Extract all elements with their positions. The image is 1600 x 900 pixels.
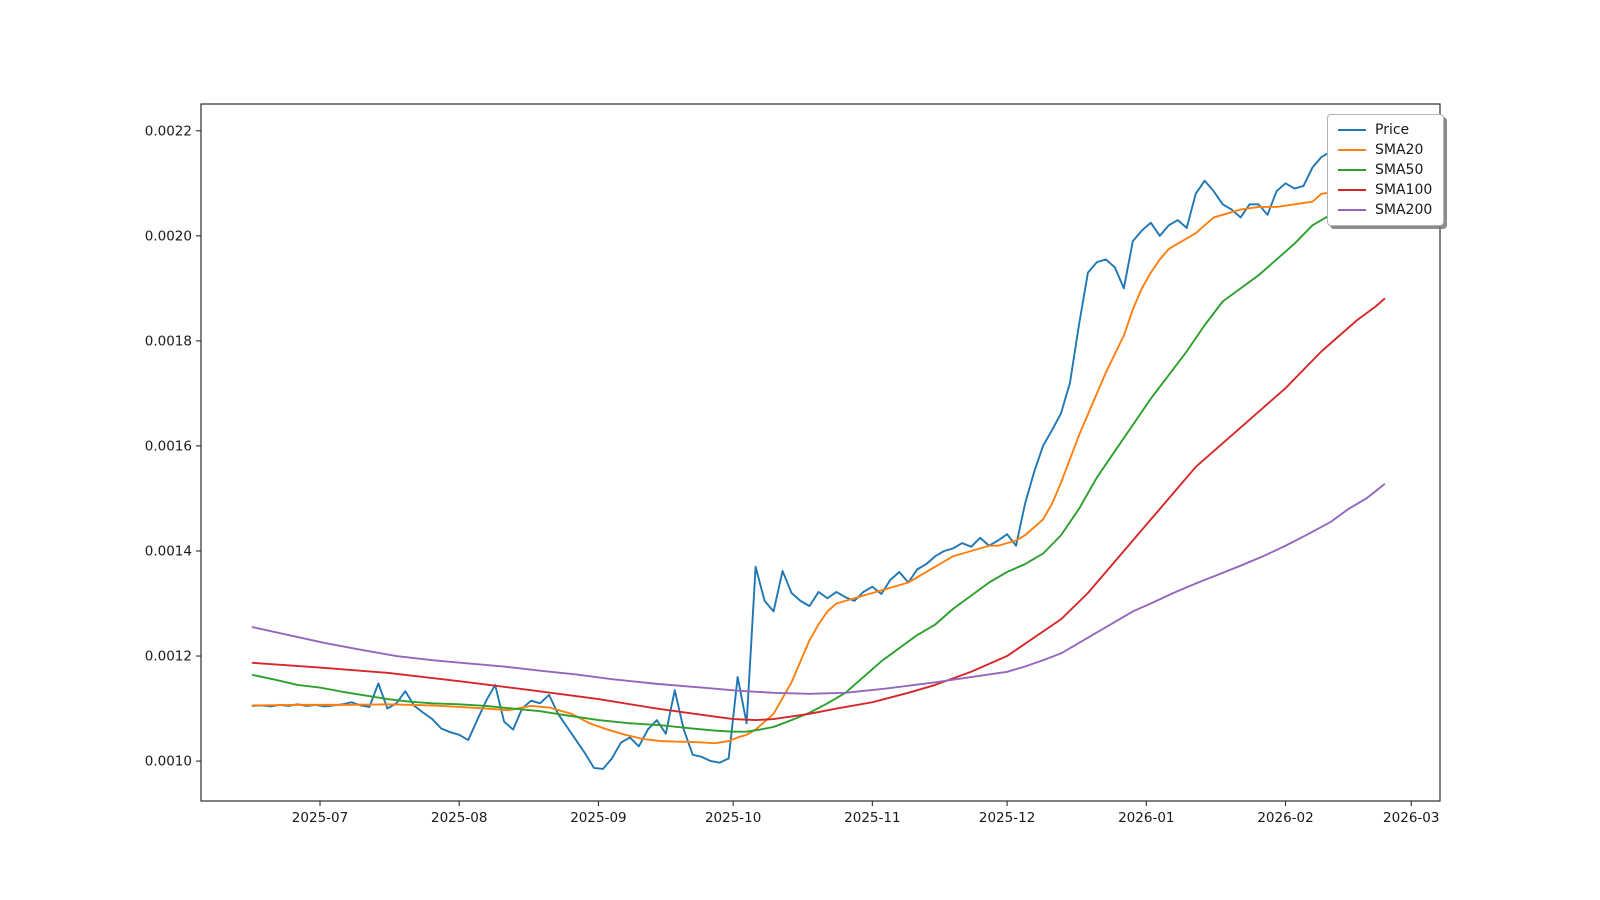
legend-line-swatch-sma100	[1338, 189, 1366, 191]
y-axis-tick-label: 0.0010	[145, 754, 192, 770]
y-axis-tick-label: 0.0014	[145, 543, 192, 559]
legend-line-swatch-sma20	[1338, 149, 1366, 151]
legend-label: SMA100	[1375, 182, 1433, 198]
series-line-sma100	[251, 297, 1386, 722]
series-line-sma50	[251, 182, 1386, 733]
x-axis-tick-label: 2025-09	[570, 810, 626, 826]
legend-line-swatch-sma200	[1338, 209, 1366, 211]
legend-item-sma200: SMA200	[1338, 200, 1432, 220]
legend-item-sma50: SMA50	[1338, 160, 1432, 180]
legend-line-swatch-price	[1338, 129, 1366, 131]
y-axis-tick-label: 0.0018	[145, 333, 192, 349]
series-line-price	[251, 124, 1386, 770]
series-line-sma200	[251, 483, 1386, 695]
y-axis-tick-label: 0.0012	[145, 649, 192, 665]
legend-label: SMA20	[1375, 142, 1424, 158]
y-axis-tick-label: 0.0020	[145, 228, 192, 244]
legend-label: SMA50	[1375, 162, 1424, 178]
legend: Price SMA20 SMA50 SMA100 SMA200	[1327, 114, 1445, 226]
plot-frame	[200, 103, 1441, 802]
x-axis-tick-label: 2026-02	[1257, 810, 1313, 826]
x-axis-tick-label: 2026-03	[1383, 810, 1439, 826]
x-axis-tick-label: 2025-07	[292, 810, 348, 826]
x-axis-tick-label: 2025-11	[844, 810, 900, 826]
legend-label: SMA200	[1375, 202, 1433, 218]
legend-label: Price	[1375, 122, 1410, 138]
x-axis-tick-label: 2025-10	[705, 810, 761, 826]
x-axis-tick-label: 2025-08	[431, 810, 487, 826]
series-line-sma20	[251, 179, 1386, 745]
x-axis-tick-label: 2025-12	[979, 810, 1035, 826]
legend-item-price: Price	[1338, 120, 1432, 140]
y-axis-tick-label: 0.0016	[145, 438, 192, 454]
x-axis-tick-label: 2026-01	[1118, 810, 1174, 826]
legend-line-swatch-sma50	[1338, 169, 1366, 171]
legend-item-sma100: SMA100	[1338, 180, 1432, 200]
y-axis-tick-label: 0.0022	[145, 123, 192, 139]
legend-item-sma20: SMA20	[1338, 140, 1432, 160]
